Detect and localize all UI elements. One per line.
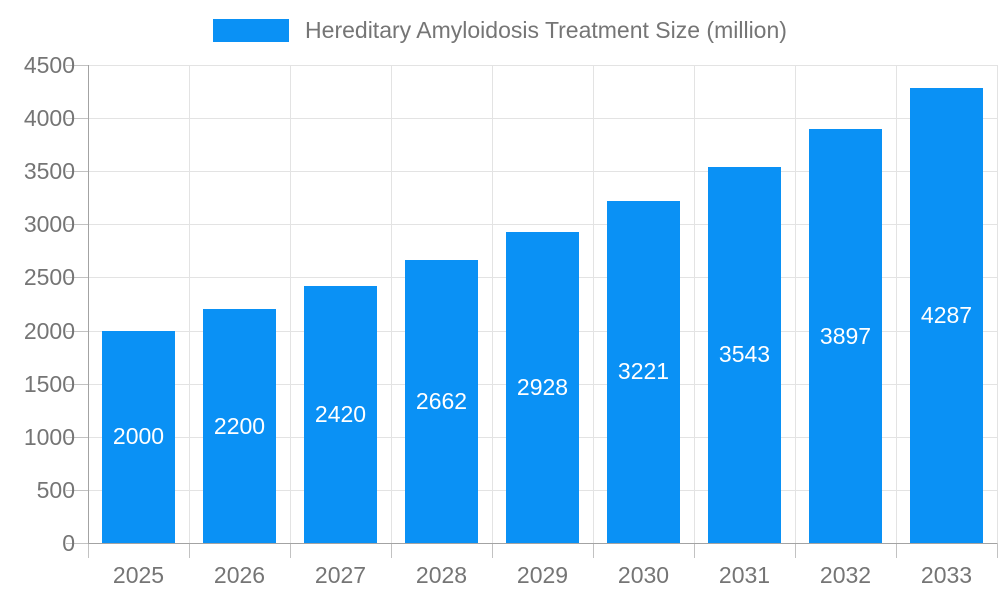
- x-axis-line: [88, 543, 997, 544]
- y-axis-tick-label: 1000: [23, 424, 75, 450]
- x-axis-tick: [391, 543, 392, 558]
- x-axis-tick: [290, 543, 291, 558]
- x-axis-tick-label: 2033: [920, 562, 973, 588]
- bar-value-label: 2000: [112, 423, 165, 450]
- x-gridline: [290, 65, 291, 543]
- y-axis-tick-label: 2500: [23, 264, 75, 290]
- y-axis-tick: [66, 543, 88, 544]
- x-gridline: [492, 65, 493, 543]
- bar-value-label: 2928: [516, 374, 569, 400]
- x-gridline: [896, 65, 897, 543]
- y-axis-tick-label: 4500: [23, 52, 75, 78]
- x-axis-tick: [189, 543, 190, 558]
- x-axis-tick: [88, 543, 89, 558]
- y-axis-tick-label: 1500: [23, 371, 75, 397]
- x-gridline: [189, 65, 190, 543]
- x-gridline: [795, 65, 796, 543]
- x-axis-tick: [795, 543, 796, 558]
- x-axis-tick: [896, 543, 897, 558]
- y-gridline: [88, 171, 997, 172]
- y-axis-tick-label: 2000: [23, 318, 75, 344]
- x-axis-tick: [593, 543, 594, 558]
- x-gridline: [694, 65, 695, 543]
- y-axis-tick-label: 3000: [23, 211, 75, 237]
- x-axis-tick-label: 2030: [617, 562, 670, 588]
- x-axis-tick: [492, 543, 493, 558]
- bar-value-label: 4287: [920, 301, 973, 328]
- y-axis-tick: [66, 118, 88, 119]
- y-gridline: [88, 224, 997, 225]
- y-axis-tick: [66, 384, 88, 385]
- y-axis-tick: [66, 437, 88, 438]
- x-gridline: [391, 65, 392, 543]
- x-axis-tick-label: 2028: [415, 562, 468, 588]
- legend-swatch[interactable]: [213, 19, 290, 42]
- y-gridline: [88, 118, 997, 119]
- bar-value-label: 3543: [718, 341, 771, 368]
- bar[interactable]: 4287: [910, 87, 983, 543]
- y-axis-tick: [66, 490, 88, 491]
- bar[interactable]: 2928: [506, 232, 579, 543]
- legend-label[interactable]: Hereditary Amyloidosis Treatment Size (m…: [305, 17, 787, 43]
- y-axis-tick-label: 0: [62, 530, 75, 556]
- bar-value-label: 2662: [415, 388, 468, 415]
- bar-value-label: 3221: [617, 358, 670, 385]
- y-axis-tick-label: 4000: [23, 105, 75, 131]
- x-gridline: [997, 65, 998, 543]
- y-axis-tick: [66, 224, 88, 225]
- bar-value-label: 3897: [819, 322, 872, 349]
- y-axis-tick: [66, 277, 88, 278]
- bar[interactable]: 2662: [405, 260, 478, 543]
- bar[interactable]: 2200: [203, 309, 276, 543]
- x-axis-tick: [997, 543, 998, 558]
- bar-value-label: 2200: [213, 412, 266, 439]
- x-axis-tick-label: 2031: [718, 562, 771, 588]
- bar[interactable]: 3221: [607, 200, 680, 543]
- x-axis-tick-label: 2025: [112, 562, 165, 588]
- x-axis-tick-label: 2026: [213, 562, 266, 588]
- y-axis-line: [88, 65, 89, 543]
- bar[interactable]: 3897: [809, 129, 882, 543]
- legend: Hereditary Amyloidosis Treatment Size (m…: [0, 17, 1000, 44]
- x-axis-tick-label: 2029: [516, 562, 569, 588]
- x-axis-tick: [694, 543, 695, 558]
- x-axis-tick-label: 2027: [314, 562, 367, 588]
- y-axis-tick-label: 500: [36, 477, 75, 503]
- y-gridline: [88, 65, 997, 66]
- y-axis-tick: [66, 65, 88, 66]
- x-gridline: [593, 65, 594, 543]
- y-axis-tick: [66, 331, 88, 332]
- bar[interactable]: 3543: [708, 166, 781, 543]
- x-axis-tick-label: 2032: [819, 562, 872, 588]
- y-axis-tick-label: 3500: [23, 158, 75, 184]
- bar-value-label: 2420: [314, 400, 367, 427]
- bar[interactable]: 2000: [102, 330, 175, 543]
- y-axis-tick: [66, 171, 88, 172]
- bar[interactable]: 2420: [304, 285, 377, 543]
